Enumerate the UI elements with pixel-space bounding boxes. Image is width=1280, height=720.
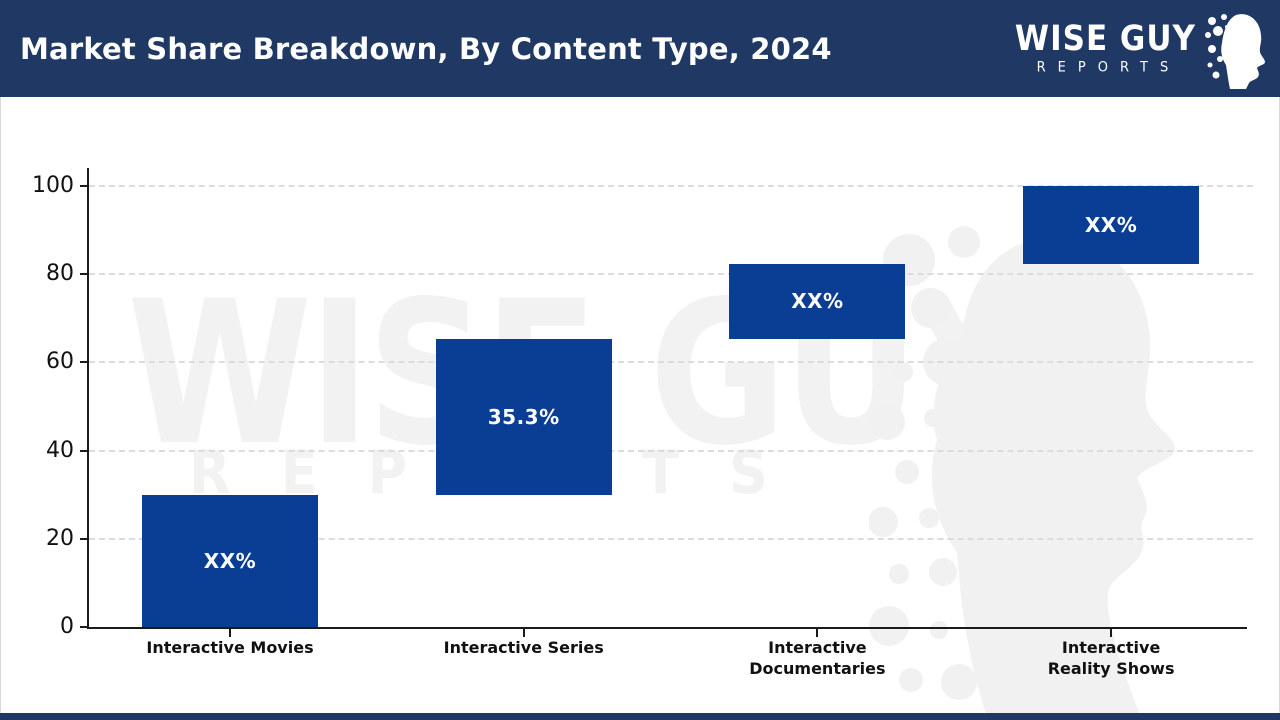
x-tick-mark — [1110, 629, 1113, 637]
y-tick-mark — [80, 626, 88, 628]
bar-value-label: 35.3% — [487, 404, 560, 429]
y-tick-mark — [80, 185, 88, 187]
x-tick-mark — [229, 629, 231, 637]
brand-head-icon — [1205, 13, 1265, 89]
gridline — [89, 273, 1253, 276]
gridline — [89, 449, 1253, 452]
gridline — [89, 537, 1253, 540]
x-tick-label: Interactive Documentaries — [749, 638, 886, 678]
bar-2: 35.3% — [435, 339, 612, 495]
chart-title: Market Share Breakdown, By Content Type,… — [20, 31, 832, 66]
brand-logo-text: WISE GUY REPORTS — [1014, 18, 1196, 76]
y-tick-label: 20 — [46, 525, 74, 551]
header-band: Market Share Breakdown, By Content Type,… — [0, 0, 1280, 97]
y-tick-label: 40 — [46, 437, 74, 463]
footer-band — [0, 713, 1280, 720]
watermark-head-icon — [869, 226, 1176, 717]
y-tick-mark — [80, 449, 88, 452]
x-tick-label: Interactive Reality Shows — [1047, 638, 1175, 678]
y-tick-label: 60 — [46, 349, 74, 375]
bar-4: XX% — [1023, 186, 1200, 264]
y-axis-spine — [87, 168, 89, 628]
bar-1: XX% — [142, 494, 318, 627]
x-tick-mark — [522, 629, 525, 637]
x-tick-mark — [816, 629, 819, 637]
gridline — [89, 361, 1253, 364]
brand-logo-reports: REPORTS — [1036, 58, 1181, 76]
y-tick-label: 80 — [46, 261, 74, 287]
bar-value-label: XX% — [203, 548, 257, 573]
y-tick-mark — [80, 361, 88, 364]
brand-logo: WISE GUY REPORTS — [1015, 9, 1266, 89]
bar-value-label: XX% — [1084, 212, 1138, 237]
x-tick-label: Interactive Series — [443, 638, 604, 657]
brand-logo-wiseguy: WISE GUY — [1014, 18, 1196, 59]
x-tick-label: Interactive Movies — [146, 638, 314, 657]
x-axis-spine — [87, 627, 1247, 629]
y-tick-mark — [80, 273, 88, 276]
bar-value-label: XX% — [791, 289, 844, 314]
y-tick-label: 100 — [32, 173, 74, 198]
bar-3: XX% — [729, 263, 906, 340]
y-tick-label: 0 — [60, 614, 74, 639]
gridline — [89, 185, 1253, 187]
y-tick-mark — [80, 537, 88, 540]
